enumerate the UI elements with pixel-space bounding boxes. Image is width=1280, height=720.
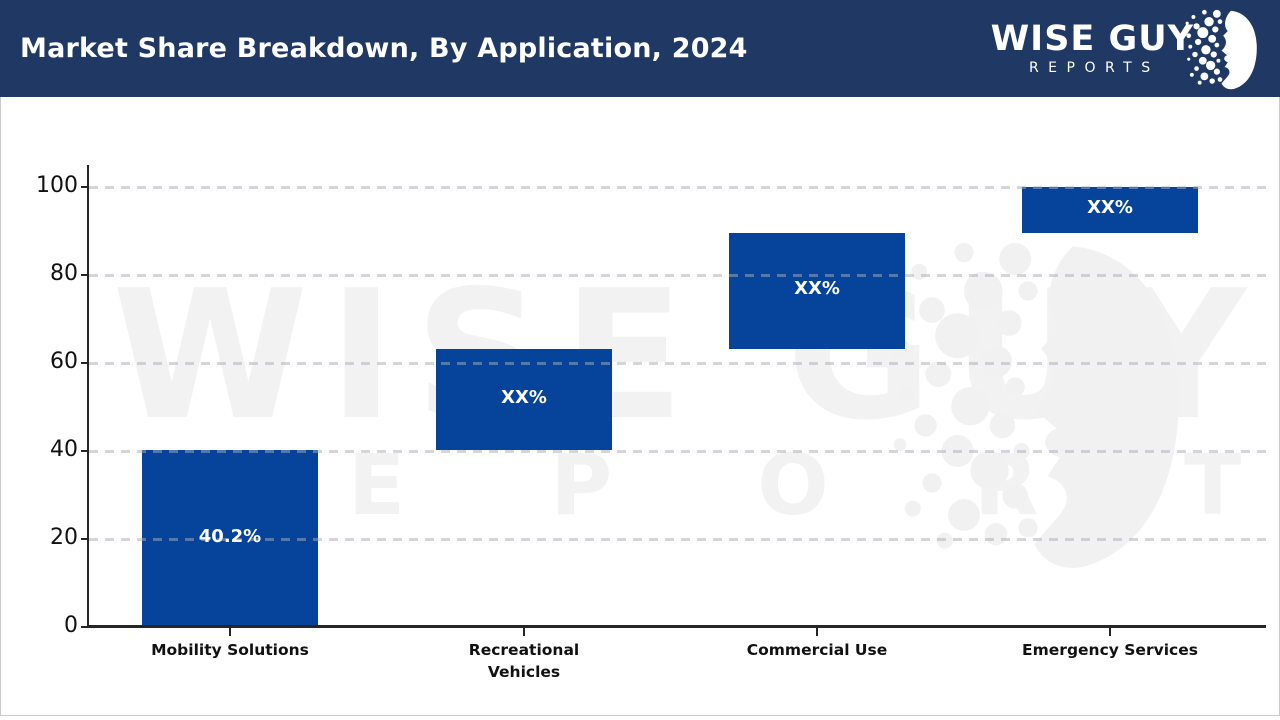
x-category-label: Recreational Vehicles	[468, 641, 580, 681]
bar-value-label: XX%	[794, 278, 840, 300]
gridline	[89, 538, 1266, 541]
y-tick-mark	[81, 538, 89, 540]
x-category-label: Emergency Services	[1022, 641, 1198, 659]
y-tick-label: 100	[36, 173, 78, 198]
gridline	[89, 186, 1266, 189]
y-tick-mark	[81, 450, 89, 452]
x-tick-mark	[1109, 628, 1111, 636]
page-header: Market Share Breakdown, By Application, …	[0, 0, 1280, 97]
bar-segment	[436, 348, 612, 451]
y-tick-label: 20	[50, 525, 78, 550]
page-title: Market Share Breakdown, By Application, …	[20, 33, 748, 64]
gridline	[89, 362, 1266, 365]
x-category-label: Commercial Use	[746, 641, 888, 659]
watermark-head-dots-icon	[868, 222, 1188, 584]
bar-value-label: XX%	[1087, 197, 1133, 219]
logo-wordmark: WISE GUY REPORTS	[990, 18, 1194, 76]
x-tick-mark	[229, 628, 231, 636]
y-tick-label: 0	[64, 613, 78, 638]
x-axis	[89, 625, 1266, 628]
bar-segment	[729, 233, 905, 349]
x-tick-mark	[816, 628, 818, 636]
bar-value-label: XX%	[501, 386, 547, 408]
x-tick-mark	[523, 628, 525, 636]
gridline	[89, 274, 1266, 277]
y-tick-label: 80	[50, 261, 78, 286]
x-category-label: Mobility Solutions	[151, 641, 309, 659]
y-tick-mark	[81, 186, 89, 188]
logo-line2: REPORTS	[1028, 59, 1160, 76]
brand-logo: WISE GUY REPORTS	[991, 0, 1266, 97]
bar-value-label: 40.2%	[198, 525, 262, 547]
y-tick-mark	[81, 626, 89, 628]
y-tick-label: 60	[50, 349, 78, 374]
y-tick-mark	[81, 362, 89, 364]
logo-head-dots-icon	[1174, 6, 1266, 92]
logo-line1: WISE GUY	[990, 18, 1194, 59]
y-tick-label: 40	[50, 437, 78, 462]
y-tick-mark	[81, 274, 89, 276]
gridline	[89, 450, 1266, 453]
bar-segment	[1022, 187, 1198, 234]
y-axis	[87, 165, 89, 627]
